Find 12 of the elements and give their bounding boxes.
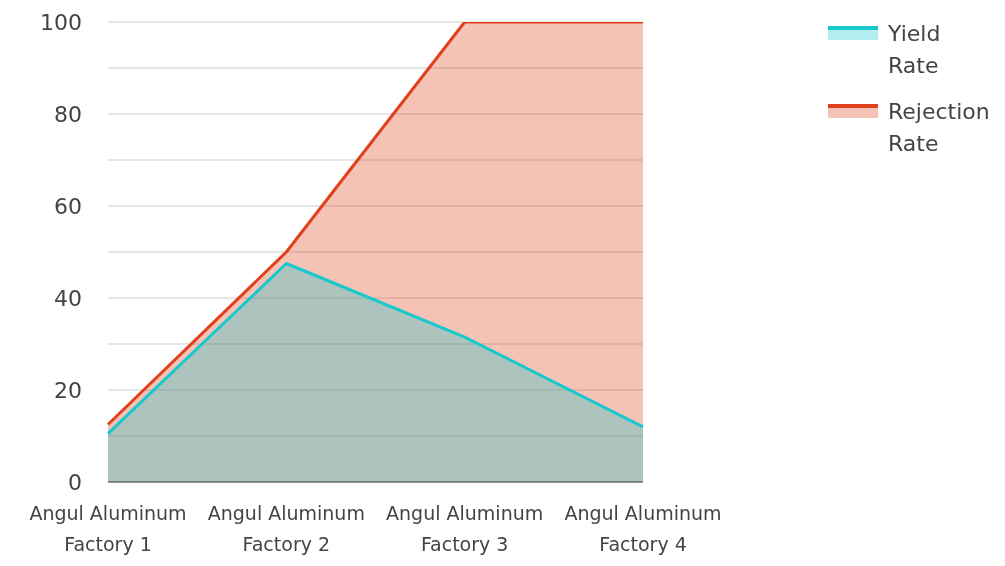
x-tick-label: Angul Aluminum Factory 1 (29, 502, 187, 555)
y-tick-label: 0 (68, 469, 82, 495)
legend-label: Rejection Rate (888, 98, 990, 158)
y-tick-label: 60 (54, 193, 82, 219)
y-tick-label: 20 (54, 377, 82, 403)
x-tick-label: Angul Aluminum Factory 3 (386, 502, 544, 555)
x-tick-label: Angul Aluminum Factory 4 (564, 502, 722, 555)
y-tick-label: 100 (40, 9, 82, 35)
y-tick-label: 80 (54, 101, 82, 127)
y-tick-label: 40 (54, 285, 82, 311)
legend-label: Yield Rate (888, 20, 942, 80)
x-tick-label: Angul Aluminum Factory 2 (207, 502, 365, 555)
